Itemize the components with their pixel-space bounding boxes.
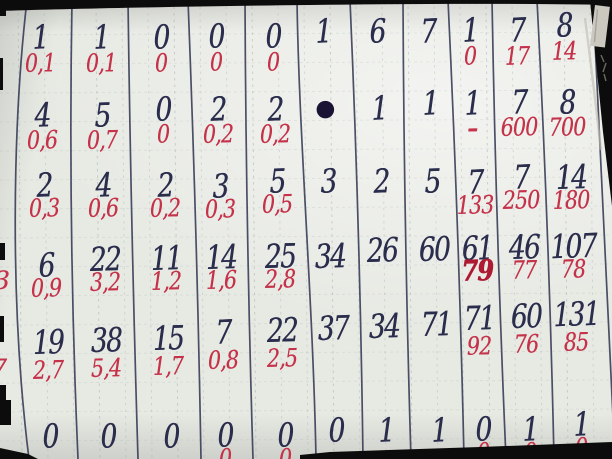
printed-grid-line bbox=[511, 0, 517, 459]
column-line bbox=[187, 0, 202, 459]
ink-blob: ● bbox=[315, 95, 336, 121]
printed-grid-line bbox=[0, 408, 612, 413]
printed-grid-line bbox=[43, 0, 49, 459]
column-line bbox=[349, 0, 364, 459]
printed-grid-line bbox=[563, 0, 569, 459]
black-top-edge bbox=[0, 0, 612, 11]
column-line bbox=[70, 0, 79, 459]
margin-mark: 3 bbox=[0, 268, 10, 293]
printed-grid-line bbox=[199, 0, 205, 459]
printed-grid-line bbox=[251, 0, 257, 459]
printed-grid-line bbox=[0, 263, 612, 268]
column-line bbox=[127, 0, 139, 459]
printed-grid-line bbox=[121, 0, 127, 459]
printed-grid-line bbox=[0, 437, 612, 442]
printed-grid-line bbox=[0, 292, 612, 297]
black-left-edge-marks bbox=[0, 0, 11, 425]
printed-grid-line bbox=[0, 89, 612, 94]
printed-grid-line bbox=[225, 0, 231, 459]
printed-grid-line bbox=[485, 0, 491, 459]
printed-grid-line bbox=[407, 0, 413, 459]
black-bottom-edge bbox=[300, 442, 612, 459]
printed-grid-line bbox=[0, 234, 612, 239]
column-line bbox=[402, 0, 412, 459]
printed-grid-line bbox=[0, 118, 612, 123]
margin-mark: 7 bbox=[0, 356, 7, 381]
printed-grid-line bbox=[0, 176, 612, 181]
printed-grid-line bbox=[17, 0, 23, 459]
column-line bbox=[447, 0, 465, 459]
printed-grid-line bbox=[95, 0, 101, 459]
printed-grid-line bbox=[0, 379, 612, 384]
column-line bbox=[296, 0, 317, 459]
column-line bbox=[14, 0, 30, 459]
printed-grid-line bbox=[0, 31, 612, 36]
printed-grid-line bbox=[381, 0, 387, 459]
printed-grid-line bbox=[277, 0, 283, 459]
printed-grid-line bbox=[0, 350, 612, 355]
column-line bbox=[244, 0, 254, 459]
black-bottom-left-corner bbox=[0, 448, 38, 459]
printed-grid-line bbox=[0, 60, 612, 65]
paper-scrap-top-right bbox=[590, 5, 610, 48]
pen-scribbles bbox=[600, 54, 607, 82]
printed-grid-line bbox=[433, 0, 439, 459]
printed-grid-line bbox=[147, 0, 153, 459]
column-line bbox=[491, 0, 507, 459]
printed-grid-line bbox=[589, 0, 595, 459]
printed-grid-line bbox=[459, 0, 465, 459]
black-right-edge bbox=[590, 0, 612, 206]
column-line bbox=[536, 0, 555, 459]
page-edge-shadow bbox=[583, 17, 603, 151]
printed-grid-line bbox=[329, 0, 335, 459]
printed-grid-line bbox=[0, 321, 612, 326]
printed-grid-line bbox=[537, 0, 543, 459]
printed-grid-line bbox=[173, 0, 179, 459]
printed-grid-line bbox=[0, 147, 612, 152]
